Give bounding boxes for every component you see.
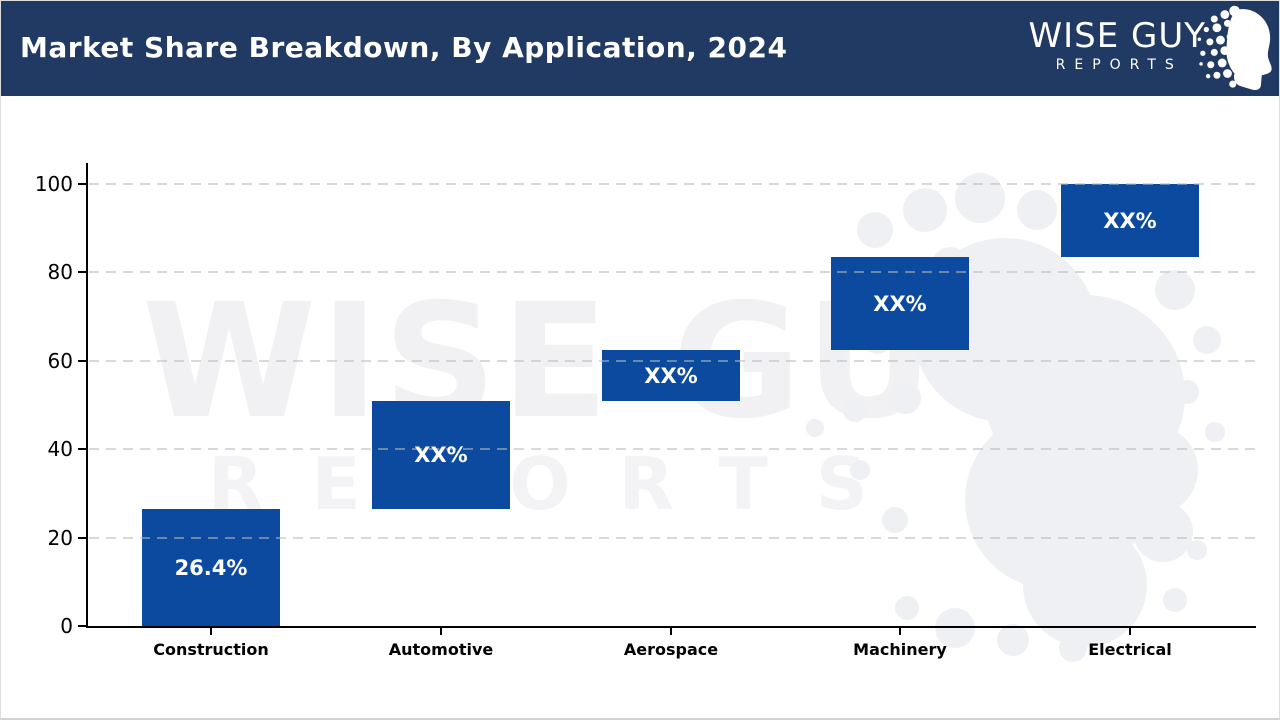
x-axis <box>86 626 1256 628</box>
x-category-label: Automotive <box>388 640 494 659</box>
y-tick-label: 40 <box>47 437 73 462</box>
x-tick <box>440 628 442 635</box>
x-category-label: Machinery <box>853 640 947 659</box>
x-tick <box>899 628 901 635</box>
logo-wordmark: WISE GUY <box>1028 16 1206 56</box>
logo-subtitle: REPORTS <box>1055 57 1183 74</box>
y-axis <box>86 163 88 628</box>
bar-label: XX% <box>414 443 468 468</box>
gridline <box>89 448 1256 451</box>
x-category-label: Aerospace <box>623 640 719 659</box>
bar-label: XX% <box>1103 208 1157 233</box>
y-tick <box>78 448 86 451</box>
y-tick <box>78 625 86 627</box>
bar-automotive <box>372 401 510 510</box>
gridline <box>89 359 1256 362</box>
wise-guy-reports-logo: WISE GUY REPORTS <box>1002 4 1272 92</box>
y-tick <box>78 183 86 185</box>
x-tick <box>1129 628 1131 635</box>
bar-label: 26.4% <box>174 555 248 580</box>
y-tick <box>78 359 86 362</box>
bar-aerospace <box>602 350 740 402</box>
y-tick-label: 100 <box>34 172 73 196</box>
bar-label: XX% <box>644 363 698 388</box>
y-tick <box>78 271 86 274</box>
x-category-label: Construction <box>153 640 269 659</box>
gridline <box>89 183 1256 185</box>
x-tick <box>210 628 212 635</box>
logo-head-icon <box>1197 5 1272 91</box>
bar-construction <box>142 509 280 626</box>
page-title: Market Share Breakdown, By Application, … <box>20 31 788 64</box>
y-tick <box>78 536 86 539</box>
y-tick-label: 60 <box>47 348 73 373</box>
gridline <box>89 536 1256 539</box>
y-tick-label: 0 <box>60 614 73 638</box>
y-tick-label: 20 <box>47 525 73 550</box>
logo-text: WISE GUY REPORTS <box>1028 16 1206 74</box>
header-bar: Market Share Breakdown, By Application, … <box>0 0 1280 96</box>
y-tick-label: 80 <box>47 260 73 285</box>
x-category-label: Electrical <box>1088 640 1172 659</box>
x-tick <box>670 628 672 635</box>
gridline <box>89 271 1256 274</box>
